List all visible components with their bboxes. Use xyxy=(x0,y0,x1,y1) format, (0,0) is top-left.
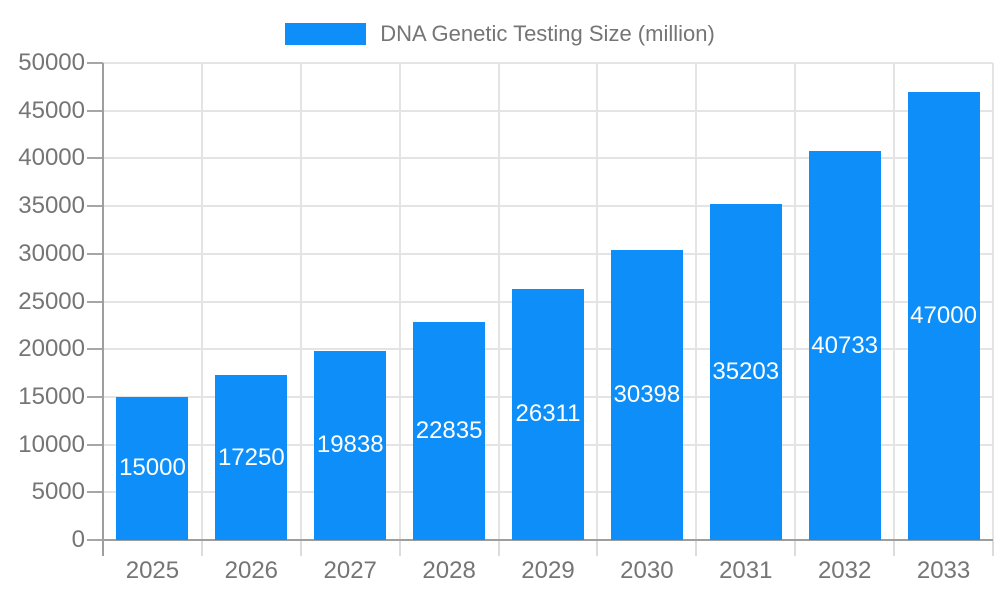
v-gridline xyxy=(794,63,797,540)
x-tick-mark xyxy=(596,540,599,556)
y-tick-mark xyxy=(87,491,103,494)
x-tick-mark xyxy=(695,540,698,556)
bar-value-label: 40733 xyxy=(811,331,879,359)
v-gridline xyxy=(596,63,599,540)
y-tick-mark xyxy=(87,157,103,160)
y-tick-mark xyxy=(87,395,103,398)
v-gridline xyxy=(398,63,401,540)
bar[interactable]: 47000 xyxy=(907,91,980,540)
y-tick-label: 40000 xyxy=(18,144,85,172)
y-tick-mark xyxy=(87,539,103,541)
y-tick-label: 15000 xyxy=(18,382,85,410)
bar-value-label: 47000 xyxy=(910,301,977,329)
v-gridline xyxy=(200,63,203,540)
legend[interactable]: DNA Genetic Testing Size (million) xyxy=(0,21,1000,47)
x-tick-label: 2028 xyxy=(422,557,476,584)
bar-value-label: 26311 xyxy=(515,400,581,428)
bar[interactable]: 30398 xyxy=(610,250,683,540)
x-tick-label: 2031 xyxy=(719,557,773,584)
y-tick-label: 0 xyxy=(71,526,85,553)
y-tick-mark xyxy=(87,443,103,446)
x-axis-line xyxy=(103,539,993,541)
h-gridline xyxy=(103,62,993,64)
y-tick-label: 45000 xyxy=(18,96,85,124)
v-gridline xyxy=(893,63,896,540)
y-tick-label: 10000 xyxy=(18,430,85,458)
v-gridline xyxy=(299,63,302,540)
bar-value-label: 22835 xyxy=(415,417,483,445)
x-tick-mark xyxy=(794,540,797,556)
bar[interactable]: 19838 xyxy=(314,350,387,540)
x-tick-mark xyxy=(299,540,302,556)
h-gridline xyxy=(103,205,993,208)
y-tick-mark xyxy=(87,348,103,351)
legend-swatch xyxy=(285,23,367,45)
y-axis-line xyxy=(102,63,104,556)
v-gridline xyxy=(497,63,500,540)
y-tick-mark xyxy=(87,62,103,64)
bar[interactable]: 35203 xyxy=(709,204,782,540)
bar[interactable]: 26311 xyxy=(512,288,584,540)
x-tick-label: 2026 xyxy=(224,557,279,584)
y-tick-label: 50000 xyxy=(18,49,85,76)
legend-label: DNA Genetic Testing Size (million) xyxy=(380,21,715,46)
x-tick-mark xyxy=(200,540,203,556)
h-gridline xyxy=(103,157,993,160)
x-tick-mark xyxy=(398,540,401,556)
y-tick-label: 5000 xyxy=(31,478,85,506)
y-tick-mark xyxy=(87,205,103,208)
bar[interactable]: 22835 xyxy=(413,322,486,540)
x-tick-label: 2025 xyxy=(125,557,180,584)
y-tick-label: 20000 xyxy=(18,335,85,363)
x-tick-label: 2032 xyxy=(817,557,872,584)
bar[interactable]: 15000 xyxy=(116,396,189,540)
bar-value-label: 35203 xyxy=(712,358,780,386)
bar-value-label: 30398 xyxy=(613,380,681,408)
x-tick-label: 2033 xyxy=(916,557,971,584)
h-gridline xyxy=(103,109,993,112)
y-tick-label: 25000 xyxy=(18,287,85,315)
y-tick-label: 30000 xyxy=(18,239,85,267)
h-gridline xyxy=(103,252,993,255)
v-gridline xyxy=(695,63,698,540)
y-tick-mark xyxy=(87,300,103,303)
bar[interactable]: 40733 xyxy=(808,151,881,540)
x-tick-label: 2030 xyxy=(620,557,674,584)
bar-value-label: 17250 xyxy=(217,443,285,471)
x-tick-mark xyxy=(893,540,896,556)
bar[interactable]: 17250 xyxy=(215,375,288,540)
y-tick-label: 35000 xyxy=(18,192,85,220)
x-tick-label: 2029 xyxy=(521,557,575,584)
x-tick-label: 2027 xyxy=(323,557,377,584)
x-tick-mark xyxy=(497,540,500,556)
v-gridline xyxy=(992,63,994,540)
bar-value-label: 19838 xyxy=(316,431,384,459)
bar-value-label: 15000 xyxy=(119,454,186,482)
x-tick-mark xyxy=(992,540,994,556)
y-tick-mark xyxy=(87,109,103,112)
y-tick-mark xyxy=(87,252,103,255)
